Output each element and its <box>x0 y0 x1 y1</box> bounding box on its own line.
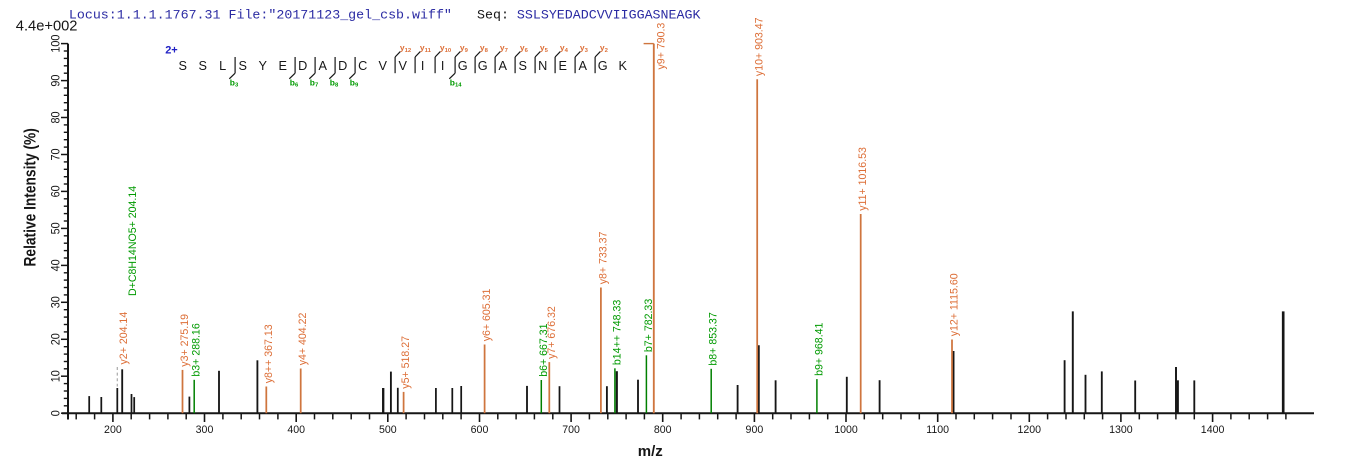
svg-text:V: V <box>378 59 387 73</box>
svg-text:y8+ 733.37: y8+ 733.37 <box>597 231 609 284</box>
svg-text:y5: y5 <box>540 43 549 54</box>
svg-text:D: D <box>338 59 347 73</box>
svg-text:b14: b14 <box>450 78 462 89</box>
svg-text:y12+ 1115.60: y12+ 1115.60 <box>949 273 961 336</box>
svg-text:y6: y6 <box>520 43 529 54</box>
svg-text:E: E <box>558 59 566 73</box>
svg-text:y8++ 367.13: y8++ 367.13 <box>263 324 275 383</box>
svg-text:G: G <box>478 59 488 73</box>
svg-text:30: 30 <box>50 296 63 308</box>
svg-text:A: A <box>318 59 327 73</box>
svg-text:y5+ 518.27: y5+ 518.27 <box>400 336 412 389</box>
svg-text:Y: Y <box>258 59 267 73</box>
svg-text:E: E <box>278 59 286 73</box>
svg-text:y3: y3 <box>580 43 589 54</box>
svg-text:0: 0 <box>50 410 63 416</box>
svg-text:S: S <box>198 59 206 73</box>
svg-text:1300: 1300 <box>1109 424 1133 436</box>
svg-text:K: K <box>618 59 627 73</box>
svg-text:L: L <box>219 59 226 73</box>
svg-text:y3+ 275.19: y3+ 275.19 <box>179 314 191 367</box>
svg-text:60: 60 <box>50 185 63 197</box>
svg-text:1100: 1100 <box>926 424 949 436</box>
svg-text:b6+ 667.31: b6+ 667.31 <box>538 323 550 376</box>
svg-text:y2+ 204.14: y2+ 204.14 <box>118 312 130 365</box>
svg-text:D+C8H14NO5+ 204.14: D+C8H14NO5+ 204.14 <box>127 186 139 296</box>
svg-text:y12: y12 <box>400 43 412 54</box>
svg-text:y4+ 404.22: y4+ 404.22 <box>297 312 309 365</box>
svg-text:S: S <box>238 59 246 73</box>
svg-text:b8: b8 <box>330 78 339 89</box>
svg-text:40: 40 <box>50 259 63 271</box>
svg-text:D: D <box>298 59 307 73</box>
svg-text:y10: y10 <box>440 43 452 54</box>
svg-text:y8: y8 <box>480 43 489 54</box>
svg-text:y2: y2 <box>600 43 609 54</box>
svg-text:y7: y7 <box>500 43 509 54</box>
svg-text:A: A <box>498 59 507 73</box>
svg-text:b3: b3 <box>230 78 239 89</box>
svg-text:4.4e+002: 4.4e+002 <box>16 18 78 34</box>
svg-text:y10+ 903.47: y10+ 903.47 <box>754 17 766 76</box>
svg-text:N: N <box>538 59 547 73</box>
svg-text:600: 600 <box>471 424 489 436</box>
svg-text:Locus:1.1.1.1767.31 File:"2017: Locus:1.1.1.1767.31 File:"20171123_gel_c… <box>69 7 452 22</box>
svg-text:y9+ 790.3: y9+ 790.3 <box>656 23 668 70</box>
svg-text:y4: y4 <box>560 43 569 54</box>
svg-text:Relative Intensity (%): Relative Intensity (%) <box>21 128 40 266</box>
svg-text:70: 70 <box>50 148 63 160</box>
svg-text:G: G <box>598 59 608 73</box>
svg-text:y7+ 676.32: y7+ 676.32 <box>546 306 558 359</box>
svg-text:90: 90 <box>50 75 63 87</box>
svg-text:900: 900 <box>746 424 764 436</box>
svg-text:V: V <box>398 59 407 73</box>
svg-text:b7: b7 <box>310 78 319 89</box>
svg-text:b7+ 782.33: b7+ 782.33 <box>643 299 655 352</box>
svg-text:50: 50 <box>50 222 63 234</box>
svg-text:b3+ 288.16: b3+ 288.16 <box>191 323 203 376</box>
svg-text:I: I <box>441 59 445 73</box>
svg-text:b9+ 968.41: b9+ 968.41 <box>813 322 825 375</box>
svg-text:400: 400 <box>287 424 305 436</box>
svg-text:A: A <box>578 59 587 73</box>
svg-text:2+: 2+ <box>165 45 178 57</box>
svg-text:S: S <box>178 59 186 73</box>
svg-text:S: S <box>518 59 526 73</box>
svg-text:y9: y9 <box>460 43 469 54</box>
svg-text:b6: b6 <box>290 78 299 89</box>
svg-text:I: I <box>421 59 425 73</box>
svg-text:700: 700 <box>562 424 580 436</box>
svg-text:1400: 1400 <box>1201 424 1225 436</box>
svg-text:b14++ 748.33: b14++ 748.33 <box>611 300 623 366</box>
svg-text:m/z: m/z <box>638 443 663 460</box>
svg-text:y11: y11 <box>420 43 432 54</box>
svg-text:1200: 1200 <box>1018 424 1042 436</box>
svg-text:y11+ 1016.53: y11+ 1016.53 <box>857 147 869 211</box>
svg-text:C: C <box>358 59 367 73</box>
svg-text:800: 800 <box>654 424 672 436</box>
svg-text:20: 20 <box>50 333 63 345</box>
svg-text:500: 500 <box>379 424 397 436</box>
svg-text:100: 100 <box>50 35 63 53</box>
svg-text:200: 200 <box>104 424 122 436</box>
svg-text:Seq: SSLSYEDADCVVIIGGASNEAGK: Seq: SSLSYEDADCVVIIGGASNEAGK <box>477 7 700 22</box>
svg-text:80: 80 <box>50 111 63 123</box>
svg-text:G: G <box>458 59 468 73</box>
svg-text:300: 300 <box>196 424 214 436</box>
svg-text:10: 10 <box>50 370 63 382</box>
svg-text:b8+ 853.37: b8+ 853.37 <box>708 312 720 365</box>
svg-text:y6+ 605.31: y6+ 605.31 <box>481 288 493 341</box>
svg-text:1000: 1000 <box>834 424 858 436</box>
svg-text:b9: b9 <box>350 78 359 89</box>
